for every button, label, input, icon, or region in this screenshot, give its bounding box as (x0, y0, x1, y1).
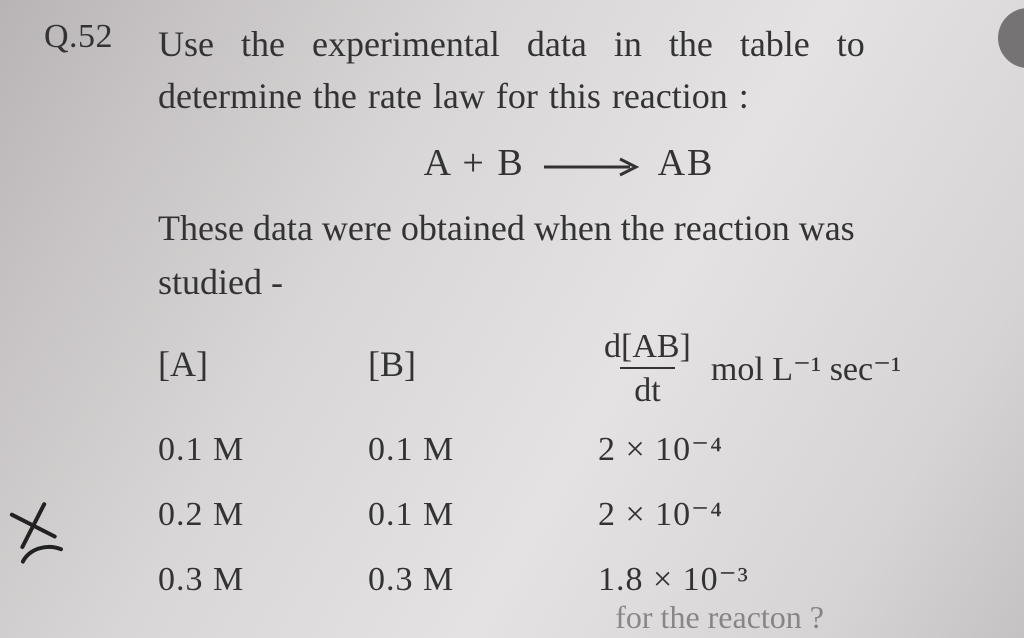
question-line-2: determine the rate law for this reaction… (158, 70, 980, 122)
table-cell: 0.1 M (368, 490, 598, 539)
question-para-2: These data were obtained when the reacti… (158, 201, 980, 309)
rate-unit: mol L⁻¹ sec⁻¹ (711, 345, 901, 394)
table-cell: 0.1 M (368, 425, 598, 474)
question-row: Q.52 Use the experimental data in the ta… (44, 18, 980, 605)
col-header-A: [A] (158, 338, 368, 390)
table-cell: 0.1 M (158, 425, 368, 474)
cutoff-text: for the reacton ? (615, 599, 824, 636)
col-header-rate: d[AB] dt mol L⁻¹ sec⁻¹ (598, 319, 980, 408)
data-table: [A] [B] d[AB] dt mol L⁻¹ sec⁻¹ 0.1 M 0.1… (158, 319, 980, 604)
table-cell: 2 × 10⁻⁴ (598, 490, 980, 539)
rate-fraction: d[AB] dt (598, 329, 697, 408)
table-cell: 0.3 M (368, 555, 598, 604)
para2-line-2: studied - (158, 255, 980, 309)
page: Q.52 Use the experimental data in the ta… (0, 0, 1024, 638)
table-cell: 1.8 × 10⁻³ (598, 555, 980, 604)
question-number: Q.52 (44, 18, 124, 56)
col-header-B: [B] (368, 338, 598, 390)
reaction-equation: A + B AB (158, 136, 980, 191)
rate-denom: dt (620, 367, 674, 409)
para2-line-1: These data were obtained when the reacti… (158, 201, 980, 255)
question-body: Use the experimental data in the table t… (158, 18, 980, 605)
equation-lhs: A + B (424, 142, 525, 184)
question-line-1: Use the experimental data in the table t… (158, 18, 980, 70)
table-cell: 0.2 M (158, 490, 368, 539)
page-edge-shadow (998, 8, 1024, 68)
equation-rhs: AB (658, 142, 715, 184)
arrow-right-icon (544, 157, 640, 177)
rate-numer: d[AB] (598, 329, 697, 367)
table-cell: 2 × 10⁻⁴ (598, 425, 980, 474)
table-cell: 0.3 M (158, 555, 368, 604)
